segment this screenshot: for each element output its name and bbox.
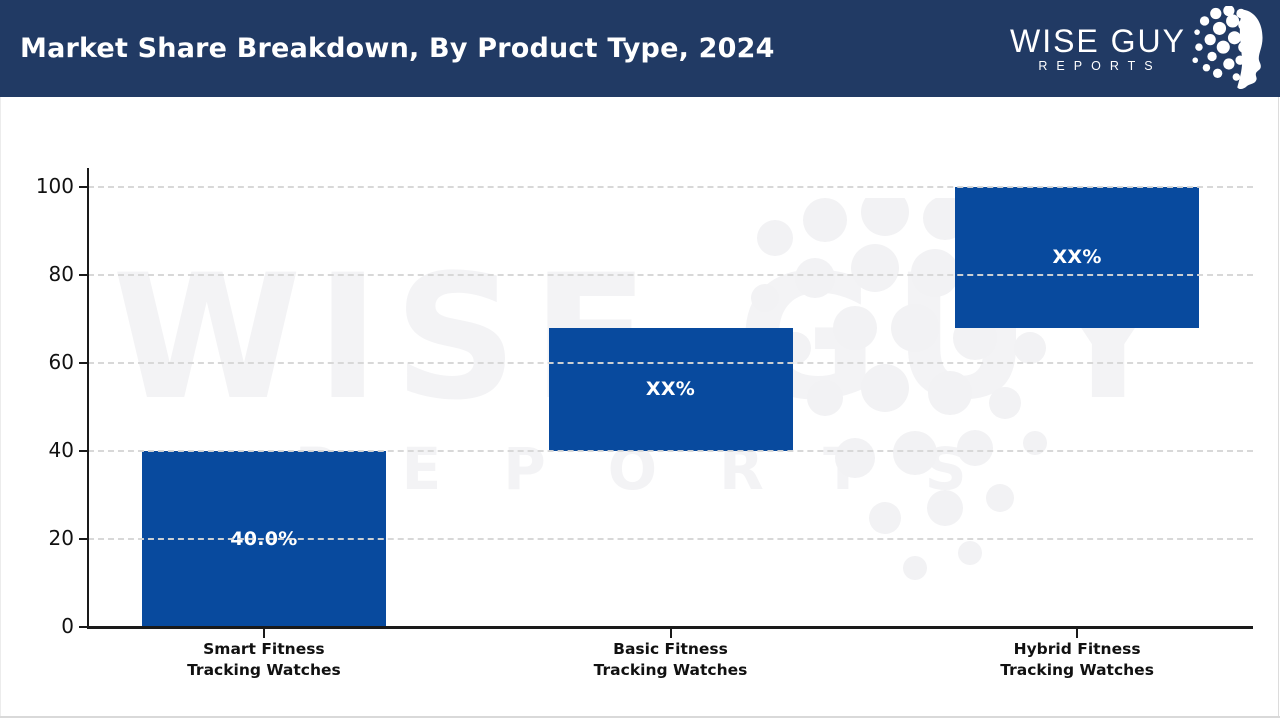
wiseguy-logo-text: WISE GUY REPORTS [1010,24,1186,74]
logo-subtitle: REPORTS [1038,59,1162,73]
wiseguy-head-icon [1192,6,1263,90]
x-category-label-line: Hybrid Fitness [1013,640,1141,658]
header: Market Share Breakdown, By Product Type,… [0,0,1280,97]
bar-value-label: XX% [645,378,696,401]
bar: XX% [955,187,1200,328]
x-axis-spine [87,626,1253,629]
wiseguy-logo: WISE GUY REPORTS [1006,6,1266,92]
bar: XX% [548,327,793,451]
x-category-label-line: Basic Fitness [613,640,728,658]
x-category-label: Smart Fitness Tracking Watches [104,639,424,681]
y-tick-mark [79,186,87,188]
gridline [88,186,1253,188]
gridline [88,538,1253,540]
logo-wordmark: WISE GUY [1009,23,1186,59]
x-tick-mark [262,629,265,638]
y-axis-spine [87,168,89,629]
right-edge-rule [1278,97,1279,717]
x-category-label-line: Tracking Watches [1000,661,1154,679]
x-category-label-line: Tracking Watches [187,661,341,679]
x-category-label-line: Tracking Watches [593,661,748,679]
y-tick-label: 100 [35,174,74,198]
y-tick-label: 40 [48,438,74,462]
y-tick-label: 60 [48,350,74,374]
y-tick-mark [79,274,87,276]
y-tick-mark [79,626,87,628]
page-title: Market Share Breakdown, By Product Type,… [20,33,775,64]
left-edge-rule [0,97,1,717]
bottom-edge-rule [0,716,1280,718]
y-tick-mark [79,450,87,452]
x-category-label: Hybrid Fitness Tracking Watches [917,639,1237,681]
x-category-label-line: Smart Fitness [203,640,325,658]
y-tick-label: 20 [48,526,74,550]
gridline [88,274,1253,276]
x-tick-mark [669,629,672,638]
y-tick-label: 80 [48,262,74,286]
bar-value-label: XX% [1052,246,1102,269]
x-category-label: Basic Fitness Tracking Watches [511,639,831,681]
y-tick-label: 0 [61,614,74,638]
x-tick-mark [1076,629,1079,638]
y-tick-mark [79,362,87,364]
gridline [88,450,1253,452]
y-tick-mark [79,538,87,540]
gridline [88,362,1253,364]
